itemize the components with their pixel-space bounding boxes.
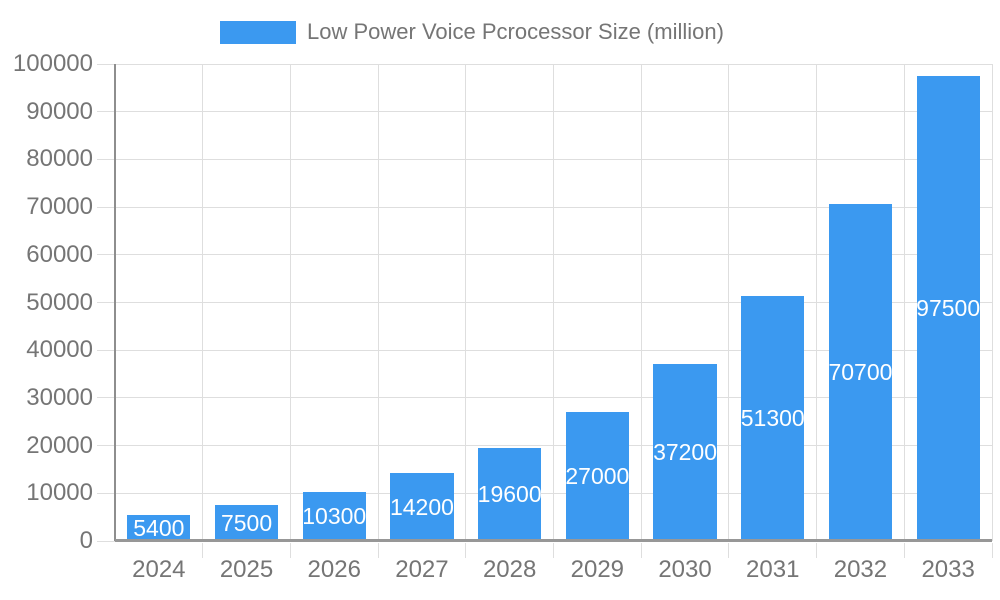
- x-axis-tick-label: 2030: [658, 556, 712, 583]
- y-tick: [97, 302, 115, 303]
- x-tick: [465, 543, 467, 558]
- bar[interactable]: 7500: [214, 505, 279, 541]
- bar-value-label: 10300: [302, 502, 367, 529]
- x-tick: [640, 543, 642, 558]
- v-gridline: [728, 64, 730, 541]
- x-axis-tick-label: 2025: [219, 556, 274, 583]
- x-axis-tick-label: 2028: [482, 556, 537, 583]
- bar[interactable]: 14200: [389, 473, 454, 541]
- bar-value-label: 7500: [220, 509, 273, 536]
- v-gridline: [903, 64, 905, 541]
- legend[interactable]: Low Power Voice Pcrocessor Size (million…: [220, 19, 724, 45]
- bar-value-label: 37200: [653, 438, 718, 465]
- bar-value-label: 5400: [133, 514, 185, 541]
- y-axis-tick-label: 80000: [26, 145, 93, 173]
- y-tick: [97, 397, 115, 399]
- y-tick: [97, 540, 115, 542]
- y-axis-tick-label: 90000: [26, 97, 93, 125]
- bar[interactable]: 19600: [477, 447, 542, 541]
- v-gridline: [553, 64, 554, 541]
- legend-swatch-icon: [220, 20, 296, 44]
- y-axis-tick-label: 40000: [26, 336, 93, 364]
- y-axis-tick-label: 60000: [26, 240, 93, 268]
- x-axis-tick-label: 2033: [921, 556, 975, 583]
- bar-value-label: 19600: [477, 480, 542, 507]
- y-tick: [97, 445, 115, 447]
- bar[interactable]: 97500: [916, 75, 981, 541]
- v-gridline: [377, 64, 379, 541]
- v-gridline: [991, 64, 993, 541]
- y-axis-tick-label: 100000: [12, 50, 93, 77]
- y-tick: [97, 254, 115, 256]
- x-tick: [553, 543, 554, 558]
- v-gridline: [816, 64, 818, 541]
- x-axis-tick-label: 2032: [833, 556, 888, 583]
- bar[interactable]: 37200: [653, 363, 718, 541]
- x-axis-tick-label: 2026: [307, 556, 361, 583]
- y-axis-tick-label: 20000: [26, 431, 93, 459]
- y-tick: [97, 158, 115, 160]
- x-tick: [377, 543, 379, 558]
- v-gridline: [465, 64, 467, 541]
- x-axis-line: [115, 539, 992, 542]
- plot-area: 5400 7500 10300 14200 19600 27000 37200 51300 70…: [97, 63, 993, 558]
- bar[interactable]: 27000: [565, 412, 630, 541]
- v-gridline: [640, 64, 642, 541]
- y-tick: [97, 111, 115, 113]
- v-gridline: [289, 64, 291, 541]
- bar-value-label: 27000: [565, 463, 630, 490]
- x-tick: [903, 543, 905, 558]
- legend-label: Low Power Voice Pcrocessor Size (million…: [307, 19, 724, 44]
- bar-value-label: 70700: [828, 358, 893, 385]
- v-gridline: [202, 64, 204, 541]
- x-axis: 2024 2025 2026 2027 2028 2029 2030 2031 2032 2033: [115, 556, 992, 586]
- y-axis-tick-label: 10000: [26, 479, 93, 507]
- y-axis-tick-label: 0: [79, 527, 93, 554]
- bar-value-label: 97500: [916, 294, 981, 321]
- bar[interactable]: 10300: [302, 491, 367, 541]
- bar-value-label: 51300: [740, 405, 805, 432]
- x-tick: [991, 543, 993, 558]
- y-tick: [97, 206, 115, 208]
- bar[interactable]: 70700: [828, 203, 893, 541]
- x-axis-tick-label: 2024: [132, 556, 186, 583]
- y-axis-line: [114, 64, 116, 541]
- x-tick: [202, 543, 204, 558]
- y-tick: [97, 492, 115, 494]
- y-axis-tick-label: 50000: [26, 288, 93, 316]
- bar[interactable]: 5400: [127, 514, 191, 541]
- x-axis-tick-label: 2027: [395, 556, 449, 583]
- x-axis-tick-label: 2031: [746, 556, 800, 583]
- bar[interactable]: 51300: [740, 296, 805, 541]
- y-axis: 0 10000 20000 30000 40000 50000 60000 70000 8000…: [0, 52, 93, 553]
- x-tick: [289, 543, 291, 558]
- y-tick: [97, 349, 115, 351]
- x-axis-tick-label: 2029: [570, 556, 625, 583]
- y-axis-tick-label: 30000: [26, 383, 93, 411]
- x-tick: [728, 543, 730, 558]
- y-axis-tick-label: 70000: [26, 193, 93, 221]
- y-tick: [97, 63, 115, 65]
- x-tick: [816, 543, 818, 558]
- bar-value-label: 14200: [389, 493, 454, 520]
